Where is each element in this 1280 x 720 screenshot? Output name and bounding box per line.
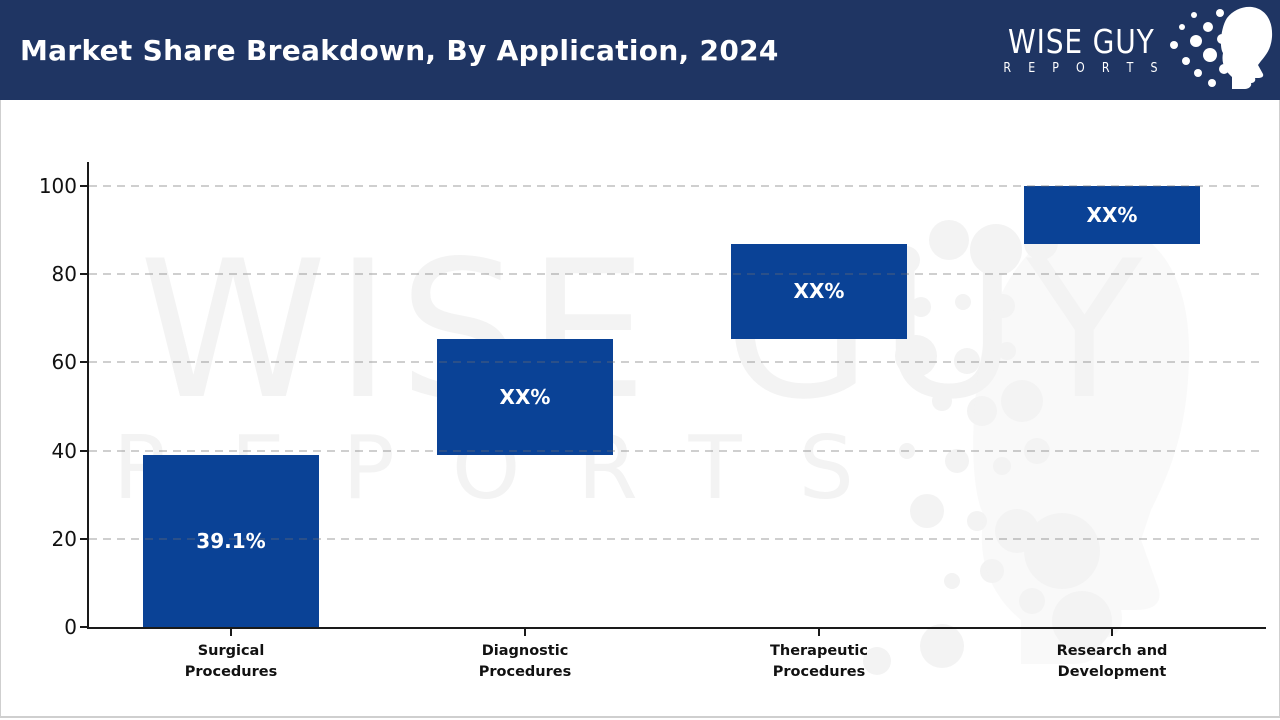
bar-value-label-diagnostic-procedures: XX%: [499, 384, 551, 409]
logo-text: WISE GUY R E P O R T S: [969, 25, 1164, 76]
y-tick-label-100: 100: [38, 174, 77, 198]
y-tick-mark-20: [80, 537, 87, 540]
bar-diagnostic-procedures: [437, 338, 613, 455]
x-axis-line: [87, 627, 1266, 629]
x-category-label-line: Development: [1057, 664, 1167, 680]
y-tick-label-60: 60: [51, 350, 77, 375]
wise-guy-logo: WISE GUY R E P O R T S: [969, 5, 1274, 95]
x-category-label-line: Procedures: [184, 664, 278, 680]
y-tick-label-40: 40: [51, 438, 77, 463]
y-tick-label-80: 80: [51, 262, 77, 287]
x-tick-mark-therapeutic-procedures: [818, 629, 820, 636]
bar-research-and-development: [1024, 186, 1200, 245]
x-category-label-line: Procedures: [478, 664, 572, 680]
bar-therapeutic-procedures: [731, 244, 907, 339]
gridline-40: [89, 449, 1265, 452]
header-bar: Market Share Breakdown, By Application, …: [0, 0, 1280, 100]
x-tick-mark-diagnostic-procedures: [524, 629, 526, 636]
gridline-100: [89, 185, 1265, 187]
bar-surgical-procedures: [143, 454, 319, 627]
bar-value-label-research-and-development: XX%: [1086, 203, 1138, 228]
bar-value-label-therapeutic-procedures: XX%: [793, 279, 845, 304]
x-category-label-line: Therapeutic: [769, 643, 869, 659]
y-tick-label-0: 0: [64, 615, 77, 639]
x-category-label-line: Research and: [1056, 643, 1168, 659]
gridline-60: [89, 361, 1265, 364]
x-category-label-therapeutic-procedures: Therapeutic Procedures: [704, 641, 934, 683]
x-category-label-surgical-procedures: Surgical Procedures: [116, 641, 346, 683]
y-tick-label-20: 20: [51, 526, 77, 551]
logo-brand-text: WISE GUY: [1007, 21, 1155, 61]
x-category-label-line: Diagnostic: [481, 643, 569, 659]
y-tick-mark-0: [80, 626, 87, 628]
x-category-label-line: Surgical: [197, 643, 265, 659]
x-category-label-diagnostic-procedures: Diagnostic Procedures: [410, 641, 640, 683]
chart-canvas: WISE GUY REPORTS 0 20 40 60 80 100 39.1% Surgic…: [0, 100, 1280, 718]
page-title: Market Share Breakdown, By Application, …: [20, 33, 779, 67]
x-category-label-research-and-development: Research and Development: [997, 641, 1227, 683]
gridline-80: [89, 273, 1265, 276]
watermark-brand-text: WISE GUY: [139, 220, 1151, 441]
y-tick-mark-40: [80, 449, 87, 452]
logo-sub-text: R E P O R T S: [1003, 60, 1164, 76]
bar-value-label-surgical-procedures: 39.1%: [196, 528, 266, 553]
logo-head-icon: [1170, 6, 1273, 90]
x-category-label-line: Procedures: [772, 664, 866, 680]
y-axis-line: [87, 162, 89, 629]
y-tick-mark-60: [80, 361, 87, 364]
y-tick-mark-100: [80, 185, 87, 187]
y-tick-mark-80: [80, 273, 87, 276]
x-tick-mark-surgical-procedures: [230, 629, 232, 636]
gridline-20: [89, 537, 1265, 540]
watermark-head-icon: [863, 219, 1190, 675]
x-tick-mark-research-and-development: [1111, 629, 1113, 636]
